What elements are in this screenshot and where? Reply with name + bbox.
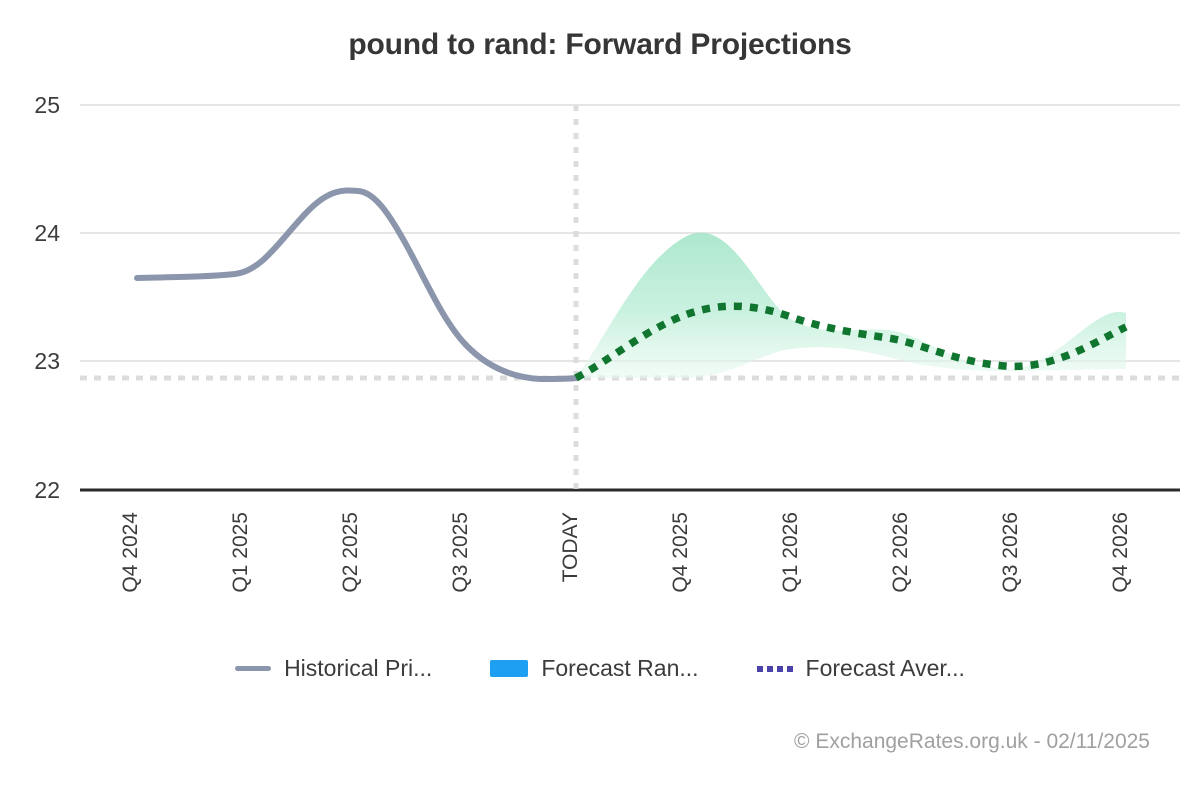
block-swatch-icon bbox=[490, 660, 529, 677]
xtick-3: Q3 2025 bbox=[449, 512, 472, 593]
dotted-line-swatch-icon bbox=[756, 665, 793, 672]
legend-label-forecast-average: Forecast Aver... bbox=[805, 655, 965, 681]
xtick-0: Q4 2024 bbox=[119, 512, 142, 593]
xtick-7: Q2 2026 bbox=[889, 512, 912, 593]
xtick-1: Q1 2025 bbox=[229, 512, 252, 593]
page-title: pound to rand: Forward Projections bbox=[348, 28, 852, 61]
legend-label-historical-price: Historical Pri... bbox=[284, 655, 433, 681]
ytick-23: 23 bbox=[34, 348, 60, 374]
ytick-22: 22 bbox=[34, 477, 60, 503]
chart-legend: Historical Pri... Forecast Ran... Foreca… bbox=[0, 655, 1200, 682]
xtick-today: TODAY bbox=[559, 512, 582, 582]
xtick-2: Q2 2025 bbox=[339, 512, 362, 593]
legend-item-historical-price[interactable]: Historical Pri... bbox=[235, 655, 432, 682]
xtick-8: Q3 2026 bbox=[999, 512, 1022, 593]
forecast-range-band bbox=[576, 232, 1126, 378]
legend-item-forecast-average[interactable]: Forecast Aver... bbox=[756, 655, 965, 682]
xtick-5: Q4 2025 bbox=[669, 512, 692, 593]
ytick-24: 24 bbox=[34, 220, 60, 246]
y-axis-tick-labels: 25 24 23 22 bbox=[34, 92, 60, 503]
x-axis-tick-labels: Q4 2024 Q1 2025 Q2 2025 Q3 2025 TODAY Q4… bbox=[119, 512, 1132, 593]
xtick-9: Q4 2026 bbox=[1109, 512, 1132, 593]
ytick-25: 25 bbox=[34, 92, 60, 118]
historical-price-line bbox=[134, 187, 579, 382]
copyright-credit: © ExchangeRates.org.uk - 02/11/2025 bbox=[794, 730, 1150, 753]
legend-item-forecast-range[interactable]: Forecast Ran... bbox=[490, 655, 699, 682]
forecast-average-line bbox=[574, 302, 1128, 382]
line-swatch-icon bbox=[235, 666, 272, 671]
xtick-6: Q1 2026 bbox=[779, 512, 802, 593]
legend-label-forecast-range: Forecast Ran... bbox=[541, 655, 699, 681]
